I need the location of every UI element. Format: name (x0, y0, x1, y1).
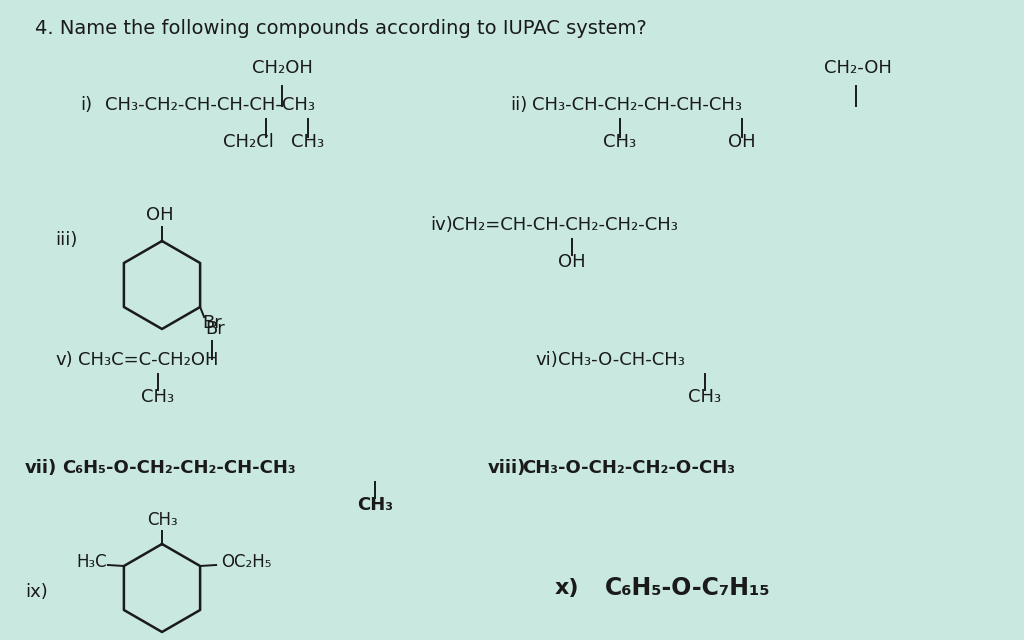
Text: CH₂-OH: CH₂-OH (824, 59, 892, 77)
Text: OH: OH (558, 253, 586, 271)
Text: iv): iv) (430, 216, 453, 234)
Text: CH₃-CH-CH₂-CH-CH-CH₃: CH₃-CH-CH₂-CH-CH-CH₃ (532, 96, 742, 114)
Text: v): v) (55, 351, 73, 369)
Text: OH: OH (146, 206, 174, 224)
Text: OH: OH (728, 133, 756, 151)
Text: OC₂H₅: OC₂H₅ (221, 553, 271, 571)
Text: CH₃-O-CH₂-CH₂-O-CH₃: CH₃-O-CH₂-CH₂-O-CH₃ (522, 459, 735, 477)
Text: CH₃C=C-CH₂OH: CH₃C=C-CH₂OH (78, 351, 218, 369)
Text: ix): ix) (25, 583, 48, 601)
Text: CH₃: CH₃ (603, 133, 637, 151)
Text: H₃C: H₃C (77, 553, 108, 571)
Text: CH₃: CH₃ (688, 388, 722, 406)
Text: i): i) (80, 96, 92, 114)
Text: iii): iii) (55, 231, 78, 249)
Text: C₆H₅-O-CH₂-CH₂-CH-CH₃: C₆H₅-O-CH₂-CH₂-CH-CH₃ (62, 459, 296, 477)
Text: CH₃-O-CH-CH₃: CH₃-O-CH-CH₃ (558, 351, 685, 369)
Text: CH₃: CH₃ (141, 388, 174, 406)
Text: CH₃: CH₃ (292, 133, 325, 151)
Text: vi): vi) (535, 351, 558, 369)
Text: CH₂OH: CH₂OH (252, 59, 312, 77)
Text: C₆H₅-O-C₇H₁₅: C₆H₅-O-C₇H₁₅ (605, 576, 771, 600)
Text: CH₂Cl: CH₂Cl (222, 133, 273, 151)
Text: CH₃: CH₃ (146, 511, 177, 529)
Text: Br: Br (205, 320, 225, 338)
Text: CH₃: CH₃ (357, 496, 393, 514)
Text: CH₂=CH-CH-CH₂-CH₂-CH₃: CH₂=CH-CH-CH₂-CH₂-CH₃ (452, 216, 678, 234)
Text: CH₃-CH₂-CH-CH-CH-CH₃: CH₃-CH₂-CH-CH-CH-CH₃ (105, 96, 315, 114)
Text: ii): ii) (510, 96, 527, 114)
Text: viii): viii) (488, 459, 526, 477)
Text: 4. Name the following compounds according to IUPAC system?: 4. Name the following compounds accordin… (35, 19, 647, 38)
Text: vii): vii) (25, 459, 57, 477)
Text: x): x) (555, 578, 580, 598)
Text: Br: Br (202, 314, 222, 332)
